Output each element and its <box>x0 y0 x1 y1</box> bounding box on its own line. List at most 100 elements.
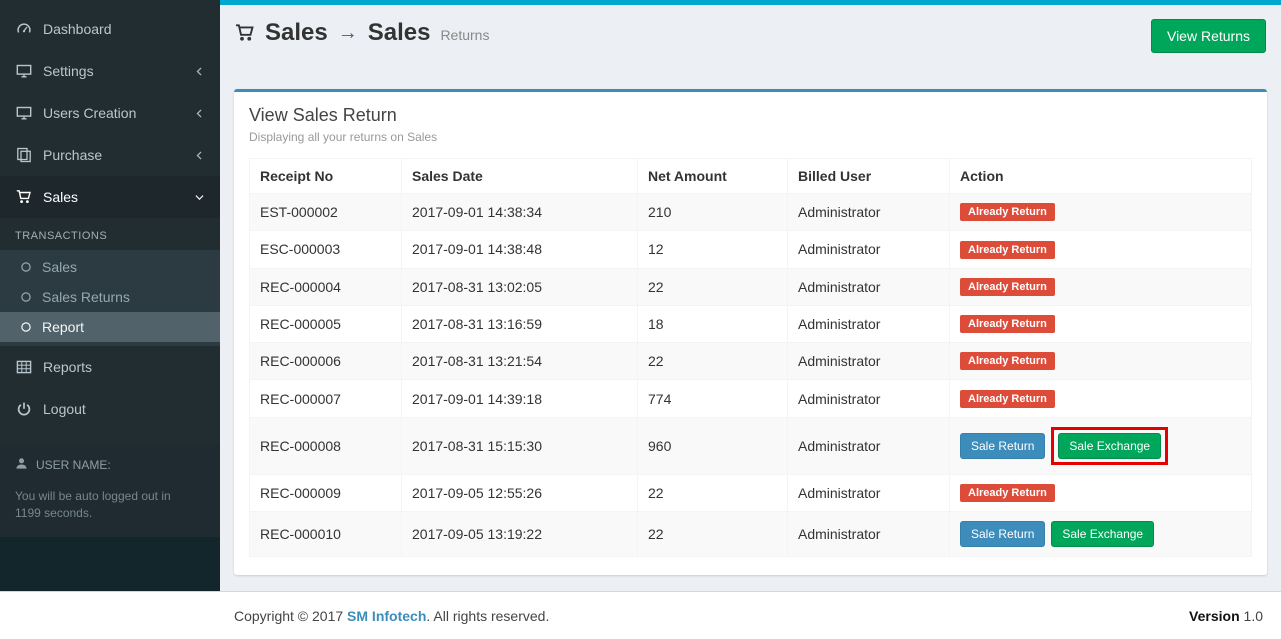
circle-icon <box>19 321 33 333</box>
card-body: Receipt No Sales Date Net Amount Billed Use… <box>234 148 1267 575</box>
column-header: Sales Date <box>401 158 638 194</box>
net-amount-cell: 22 <box>637 473 788 513</box>
arrow-right-icon: → <box>337 21 358 44</box>
chevron-left-icon <box>194 150 205 161</box>
table-row: EST-000002 2017-09-01 14:38:34 210 Administ… <box>249 192 1252 232</box>
sidebar-item-sales-sub[interactable]: Sales <box>0 252 220 282</box>
action-cell: Already Return <box>949 267 1252 306</box>
sales-date-cell: 2017-08-31 13:21:54 <box>401 342 638 381</box>
table-row: REC-000006 2017-08-31 13:21:54 22 Administr… <box>249 342 1252 381</box>
sidebar-filler <box>0 536 220 591</box>
billed-user-cell: Administrator <box>787 416 950 475</box>
billed-user-cell: Administrator <box>787 192 950 232</box>
company-link[interactable]: SM Infotech <box>347 607 427 624</box>
sidebar-menu: Dashboard Settings Users Creation <box>0 0 220 430</box>
cart-icon <box>15 189 33 205</box>
chevron-down-icon <box>194 192 205 203</box>
sales-return-card: View Sales Return Displaying all your re… <box>234 89 1267 576</box>
already-return-badge: Already Return <box>960 277 1055 296</box>
chevron-left-icon <box>194 66 205 77</box>
net-amount-cell: 18 <box>637 304 788 344</box>
sidebar-section-transactions: TRANSACTIONS <box>15 230 108 242</box>
billed-user-cell: Administrator <box>787 304 950 344</box>
sidebar-item-label: Settings <box>43 63 94 79</box>
sales-date-cell: 2017-09-01 14:38:48 <box>401 230 638 269</box>
sales-date-cell: 2017-08-31 13:16:59 <box>401 304 638 344</box>
copyright-text: Copyright © 2017 SM Infotech. All rights… <box>234 608 549 624</box>
action-cell: Already Return <box>949 192 1252 232</box>
sale-exchange-button[interactable]: Sale Exchange <box>1051 521 1155 548</box>
sidebar-submenu: Sales Sales Returns Report <box>0 250 220 346</box>
table-row: REC-000010 2017-09-05 13:19:22 22 Administr… <box>249 511 1252 558</box>
version-text: Version 1.0 <box>1189 607 1263 624</box>
sidebar-item-label: Reports <box>43 359 93 375</box>
files-icon <box>15 147 33 163</box>
chevron-left-icon <box>194 108 205 119</box>
sale-exchange-button[interactable]: Sale Exchange <box>1058 432 1162 459</box>
auto-logout-notice: You will be auto logged out in 1199 seco… <box>15 489 171 521</box>
cart-icon <box>235 23 255 43</box>
receipt-no-cell: REC-000006 <box>249 342 402 381</box>
receipt-no-cell: REC-000008 <box>249 416 402 475</box>
sales-date-cell: 2017-09-05 13:19:22 <box>401 511 638 558</box>
action-cell: Already Return <box>949 379 1252 418</box>
receipt-no-cell: REC-000010 <box>249 511 402 558</box>
billed-user-cell: Administrator <box>787 379 950 418</box>
sidebar-item-logout[interactable]: Logout <box>0 388 220 430</box>
action-cell: Already Return <box>949 230 1252 269</box>
sales-returns-table: Receipt No Sales Date Net Amount Billed Use… <box>249 158 1252 558</box>
user-icon <box>15 457 28 473</box>
card-title: View Sales Return <box>249 105 397 125</box>
copyright-suffix: . All rights reserved. <box>426 607 550 624</box>
app: Dashboard Settings Users Creation <box>0 0 1281 591</box>
net-amount-cell: 210 <box>637 192 788 232</box>
sidebar-item-sales[interactable]: Sales <box>0 176 220 218</box>
billed-user-cell: Administrator <box>787 230 950 269</box>
power-icon <box>15 401 33 417</box>
sales-returns-table-body: EST-000002 2017-09-01 14:38:34 210 Administ… <box>249 192 1252 558</box>
already-return-badge: Already Return <box>960 315 1055 334</box>
sales-date-cell: 2017-09-01 14:38:34 <box>401 192 638 232</box>
net-amount-cell: 22 <box>637 342 788 381</box>
content-wrapper: Sales → Sales Returns View Returns View … <box>220 0 1281 591</box>
monitor-icon <box>15 63 33 79</box>
table-header-row: Receipt No Sales Date Net Amount Billed Use… <box>249 158 1252 194</box>
sidebar-item-label: Logout <box>43 401 86 417</box>
already-return-badge: Already Return <box>960 203 1055 222</box>
sales-date-cell: 2017-08-31 15:15:30 <box>401 416 638 475</box>
page-title: Sales → Sales Returns <box>235 19 1266 47</box>
column-header: Billed User <box>787 158 950 194</box>
sale-return-button[interactable]: Sale Return <box>960 521 1046 548</box>
sidebar-item-label: Users Creation <box>43 105 137 121</box>
highlight-box: Sale Exchange <box>1051 426 1169 465</box>
circle-icon <box>19 261 33 273</box>
sidebar-item-purchase[interactable]: Purchase <box>0 134 220 176</box>
already-return-badge: Already Return <box>960 240 1055 259</box>
user-name-row: USER NAME: <box>15 457 205 473</box>
breadcrumb-sub: Returns <box>440 27 490 43</box>
view-returns-button[interactable]: View Returns <box>1150 19 1266 53</box>
net-amount-cell: 22 <box>637 511 788 558</box>
sidebar-item-reports[interactable]: Reports <box>0 346 220 388</box>
sidebar-item-sales-returns[interactable]: Sales Returns <box>0 282 220 312</box>
sidebar-item-settings[interactable]: Settings <box>0 50 220 92</box>
action-cell: Already Return <box>949 342 1252 381</box>
action-cell: Sale Return Sale Exchange <box>949 416 1252 475</box>
content-header: Sales → Sales Returns View Returns <box>220 5 1281 53</box>
sale-return-button[interactable]: Sale Return <box>960 432 1046 459</box>
sidebar-item-label: Sales <box>42 259 78 275</box>
net-amount-cell: 12 <box>637 230 788 269</box>
sidebar-item-report[interactable]: Report <box>0 312 220 342</box>
copyright-prefix: Copyright © 2017 <box>234 607 344 624</box>
receipt-no-cell: EST-000002 <box>249 192 402 232</box>
already-return-badge: Already Return <box>960 389 1055 408</box>
sidebar-item-label: Dashboard <box>43 21 112 37</box>
receipt-no-cell: REC-000009 <box>249 473 402 513</box>
billed-user-cell: Administrator <box>787 473 950 513</box>
sidebar-item-dashboard[interactable]: Dashboard <box>0 8 220 50</box>
sidebar-item-label: Sales Returns <box>42 289 130 305</box>
dashboard-icon <box>15 21 33 37</box>
billed-user-cell: Administrator <box>787 267 950 306</box>
action-cell: Sale Return Sale Exchange <box>949 511 1252 558</box>
sidebar-item-users-creation[interactable]: Users Creation <box>0 92 220 134</box>
